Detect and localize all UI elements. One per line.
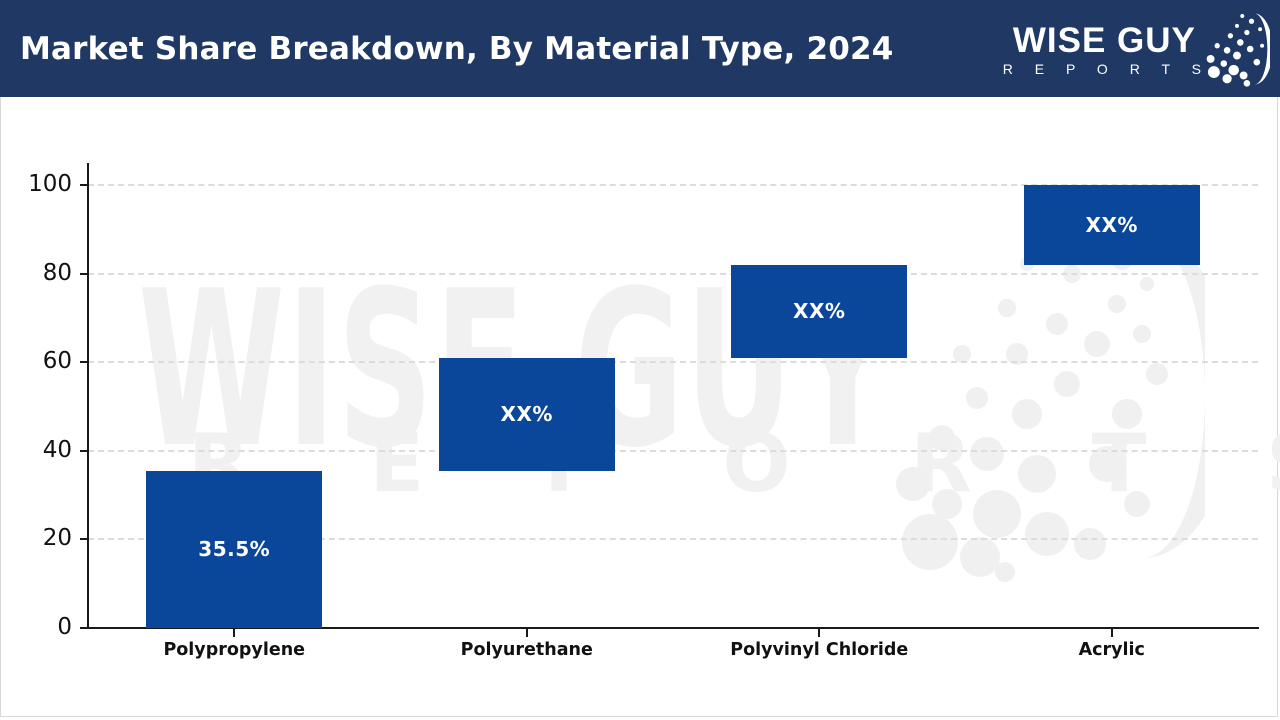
bar-polyurethane: XX% — [438, 357, 615, 471]
bar-value-label: XX% — [793, 299, 846, 324]
x-tick-mark — [1110, 629, 1113, 637]
gridline-y-40 — [88, 449, 1258, 452]
y-tick-label: 60 — [42, 348, 72, 375]
header-bar: Market Share Breakdown, By Material Type… — [0, 0, 1280, 97]
x-axis-line — [87, 627, 1259, 629]
y-tick-label: 80 — [42, 259, 72, 286]
gridline-y-80 — [88, 272, 1258, 275]
y-tick-mark — [80, 184, 88, 186]
y-tick-label: 0 — [57, 614, 72, 640]
y-tick-label: 100 — [28, 171, 72, 197]
y-tick-mark — [80, 449, 88, 452]
bar-value-label: XX% — [1085, 212, 1138, 237]
bar-polyvinyl-chloride: XX% — [731, 264, 908, 358]
chart-title: Market Share Breakdown, By Material Type… — [20, 30, 894, 67]
x-tick-label-polypropylene: Polypropylene — [163, 640, 306, 660]
x-tick-label-acrylic: Acrylic — [1078, 640, 1145, 660]
y-tick-label: 20 — [42, 525, 72, 552]
bar-acrylic: XX% — [1023, 185, 1200, 265]
brand-logo: WISE GUY R E P O R T S — [999, 6, 1270, 92]
x-tick-mark — [233, 629, 236, 637]
logo-line2: R E P O R T S — [1002, 60, 1210, 77]
bar-value-label: 35.5% — [198, 537, 271, 562]
gridline-y-60 — [88, 361, 1258, 364]
logo-head-icon — [1206, 13, 1270, 87]
x-tick-mark — [525, 629, 528, 637]
y-tick-mark — [80, 627, 88, 629]
y-tick-mark — [80, 538, 88, 541]
y-axis-line — [87, 163, 89, 629]
logo-line1: WISE GUY — [1012, 20, 1196, 60]
y-tick-mark — [80, 272, 88, 275]
x-tick-label-polyvinyl-chloride: Polyvinyl Chloride — [730, 640, 909, 660]
bar-polypropylene: 35.5% — [146, 470, 323, 628]
logo-wordmark: WISE GUY R E P O R T S — [999, 23, 1210, 76]
y-tick-label: 40 — [42, 436, 72, 463]
bar-value-label: XX% — [500, 402, 553, 427]
x-tick-label-polyurethane: Polyurethane — [460, 640, 593, 660]
gridline-y-100 — [88, 184, 1258, 186]
y-tick-mark — [80, 361, 88, 364]
gridline-y-20 — [88, 538, 1258, 541]
watermark-head-icon — [896, 225, 1205, 582]
x-tick-mark — [818, 629, 821, 637]
